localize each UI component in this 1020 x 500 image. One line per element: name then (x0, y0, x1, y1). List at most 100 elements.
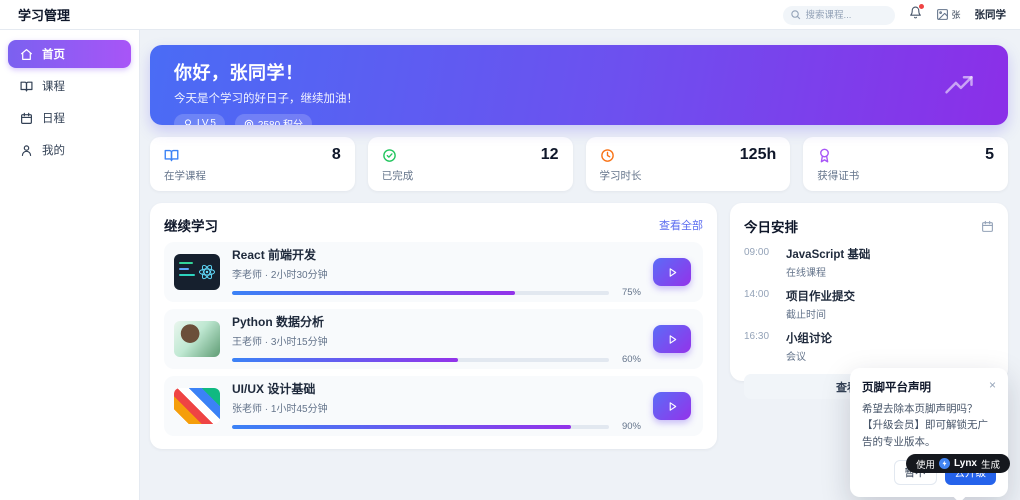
stat-value: 125h (739, 146, 777, 163)
sidebar-nav: 首页 课程 日程 我的 (0, 30, 140, 500)
progress-bar (232, 290, 609, 295)
clock-icon (600, 148, 615, 163)
sidebar-item-label: 我的 (42, 145, 65, 157)
avatar[interactable]: 张 (936, 8, 961, 21)
notification-dot (918, 2, 926, 10)
react-logo-icon (198, 263, 216, 281)
app-title: 学习管理 (18, 8, 71, 23)
user-icon (20, 144, 33, 157)
top-header: 学习管理 张 张同学 (0, 0, 1020, 30)
avatar-alt-text: 张 (951, 10, 961, 20)
close-icon[interactable]: × (988, 378, 996, 392)
progress-bar (232, 424, 609, 429)
notifications-button[interactable] (909, 2, 926, 24)
schedule-title: 小组讨论 (786, 333, 832, 345)
username-label: 张同学 (974, 9, 1007, 21)
schedule-item[interactable]: 09:00 JavaScript 基础 在线课程 (744, 246, 994, 279)
stat-card-courses: 8 在学课程 (150, 137, 355, 191)
play-icon (667, 401, 678, 412)
lynx-badge-prefix: 使用 (916, 459, 936, 471)
sidebar-item-label: 首页 (42, 49, 65, 61)
play-button[interactable] (653, 325, 691, 353)
stat-value: 5 (985, 146, 994, 163)
schedule-title: JavaScript 基础 (786, 249, 871, 261)
book-icon (20, 80, 33, 93)
progress-label: 90% (621, 421, 641, 432)
main-content: 你好，张同学！ 今天是个学习的好日子，继续加油！ LV.5 2580 积分 (140, 30, 1020, 500)
course-row-python[interactable]: Python 数据分析 王老师 · 3小时15分钟 60% (164, 309, 703, 369)
popup-title: 页脚平台声明 (862, 382, 931, 394)
stat-label: 获得证书 (817, 170, 860, 182)
bell-icon (909, 6, 922, 19)
course-meta: 李老师 · 2小时30分钟 (232, 270, 328, 281)
sidebar-item-profile[interactable]: 我的 (8, 136, 131, 164)
schedule-type: 在线课程 (786, 268, 826, 279)
schedule-item[interactable]: 14:00 项目作业提交 截止时间 (744, 288, 994, 321)
book-open-icon (164, 148, 179, 163)
course-row-uiux[interactable]: UI/UX 设计基础 张老师 · 1小时45分钟 90% (164, 376, 703, 436)
course-title: UI/UX 设计基础 (232, 382, 316, 396)
lynx-badge-suffix: 生成 (980, 459, 1000, 471)
hero-subtitle: 今天是个学习的好日子，继续加油！ (174, 93, 358, 105)
course-meta: 王老师 · 3小时15分钟 (232, 337, 328, 348)
search-input[interactable] (783, 5, 896, 25)
course-thumbnail (174, 388, 220, 424)
course-thumbnail (174, 321, 220, 357)
calendar-icon (20, 112, 33, 125)
stats-row: 8 在学课程 12 已完成 125h (150, 137, 1008, 191)
panel-title: 继续学习 (164, 219, 218, 234)
course-title: Python 数据分析 (232, 315, 324, 329)
stat-card-hours: 125h 学习时长 (585, 137, 791, 191)
schedule-type: 截止时间 (786, 310, 826, 321)
course-row-react[interactable]: React 前端开发 李老师 · 2小时30分钟 75% (164, 242, 703, 302)
stat-value: 8 (331, 146, 341, 163)
stat-card-certificates: 5 获得证书 (803, 137, 1008, 191)
schedule-type: 会议 (786, 352, 806, 363)
schedule-time: 14:00 (744, 289, 770, 300)
home-icon (20, 48, 33, 61)
course-meta: 张老师 · 1小时45分钟 (232, 404, 328, 415)
trending-up-icon (944, 71, 974, 101)
play-icon (667, 334, 678, 345)
hero-greeting: 你好，张同学！ (174, 63, 304, 83)
view-all-link[interactable]: 查看全部 (659, 220, 703, 232)
stat-label: 在学课程 (164, 170, 206, 182)
progress-bar (232, 357, 609, 362)
sidebar-item-courses[interactable]: 课程 (8, 72, 131, 100)
continue-learning-panel: 继续学习 查看全部 React 前端开发 李老师 · 2小时30分钟 (150, 203, 717, 449)
footer-declaration-popup: 页脚平台声明 × 希望去除本页脚声明吗？【升级会员】即可解锁无广告的专业版本。 … (850, 368, 1008, 500)
popup-body-text: 希望去除本页脚声明吗？【升级会员】即可解锁无广告的专业版本。 (862, 403, 988, 448)
lynx-generated-badge[interactable]: 使用 Lynx 生成 (906, 454, 1010, 473)
search-icon (790, 9, 801, 20)
search-box (783, 5, 896, 25)
lynx-logo-icon (939, 458, 951, 469)
play-icon (667, 267, 678, 278)
stat-value: 12 (540, 146, 559, 163)
medal-icon (817, 148, 832, 163)
play-button[interactable] (653, 392, 691, 420)
schedule-title: 项目作业提交 (786, 291, 855, 303)
calendar-icon[interactable] (981, 220, 994, 233)
progress-label: 60% (621, 354, 641, 365)
medal-icon (183, 118, 193, 125)
check-circle-icon (382, 148, 397, 163)
course-thumbnail (174, 254, 220, 290)
sidebar-item-home[interactable]: 首页 (8, 40, 131, 68)
sidebar-item-label: 日程 (42, 113, 65, 125)
stat-label: 已完成 (381, 170, 414, 182)
points-badge-label: 2580 积分 (258, 116, 303, 125)
level-badge: LV.5 (174, 114, 225, 125)
course-title: React 前端开发 (232, 248, 317, 262)
points-badge: 2580 积分 (234, 114, 312, 125)
lynx-brand-label: Lynx (954, 458, 977, 469)
today-schedule-panel: 今日安排 09:00 JavaScript 基础 在线课程 14:00 (730, 203, 1008, 399)
level-badge-label: LV.5 (197, 118, 216, 125)
progress-label: 75% (621, 287, 641, 298)
stat-card-completed: 12 已完成 (367, 137, 573, 191)
stat-label: 学习时长 (599, 170, 642, 182)
broken-image-icon (936, 8, 949, 21)
play-button[interactable] (653, 258, 691, 286)
schedule-item[interactable]: 16:30 小组讨论 会议 (744, 330, 994, 363)
sidebar-item-schedule[interactable]: 日程 (8, 104, 131, 132)
